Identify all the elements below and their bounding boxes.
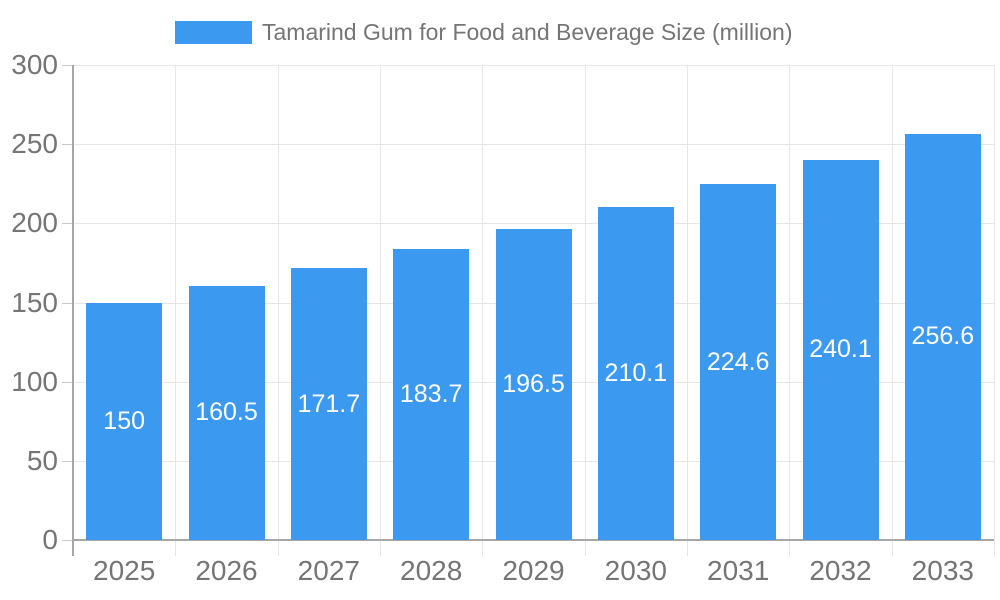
legend-label: Tamarind Gum for Food and Beverage Size … xyxy=(262,19,793,45)
y-axis-tick-label: 150 xyxy=(11,286,58,318)
bar-2026[interactable]: 160.5 xyxy=(188,285,265,540)
bar-value-label: 150 xyxy=(103,406,146,435)
bar-2030[interactable]: 210.1 xyxy=(597,207,674,540)
x-axis-tick xyxy=(994,540,995,556)
x-axis-tick xyxy=(687,540,688,556)
y-axis-tick xyxy=(62,223,73,225)
y-axis-tick-label: 100 xyxy=(11,365,58,397)
bar-2027[interactable]: 171.7 xyxy=(290,268,367,540)
y-axis-tick-label: 50 xyxy=(26,444,58,476)
bar-value-label: 183.7 xyxy=(399,380,463,409)
x-axis-tick-label: 2031 xyxy=(707,555,770,586)
bar-2025[interactable]: 150 xyxy=(86,302,163,540)
bar-value-label: 171.7 xyxy=(297,389,361,418)
bar-value-label: 160.5 xyxy=(195,398,258,427)
bar-2032[interactable]: 240.1 xyxy=(802,159,879,540)
y-axis-line xyxy=(72,65,74,556)
y-axis-tick xyxy=(62,460,73,462)
gridline-vertical xyxy=(175,65,177,540)
x-axis-tick-label: 2030 xyxy=(604,555,667,586)
x-axis-tick-label: 2027 xyxy=(297,555,360,586)
gridline-horizontal xyxy=(73,144,994,146)
x-axis-tick-label: 2025 xyxy=(93,555,156,586)
y-axis-tick xyxy=(62,144,73,146)
x-axis-tick xyxy=(175,540,177,556)
bar-value-label: 224.6 xyxy=(706,347,770,376)
x-axis-tick xyxy=(584,540,586,556)
y-axis-tick xyxy=(62,540,73,541)
gridline-vertical xyxy=(277,65,279,540)
bar-value-label: 240.1 xyxy=(809,335,872,364)
x-axis-tick-label: 2029 xyxy=(502,555,565,586)
legend-swatch[interactable] xyxy=(175,21,252,44)
bar-value-label: 196.5 xyxy=(502,369,565,398)
x-axis-tick xyxy=(482,540,484,556)
y-axis-tick-label: 300 xyxy=(11,49,58,80)
x-axis-tick xyxy=(380,540,381,556)
bar-2029[interactable]: 196.5 xyxy=(495,228,572,540)
gridline-vertical xyxy=(891,65,893,540)
bar-2033[interactable]: 256.6 xyxy=(904,133,981,540)
y-axis-tick-label: 0 xyxy=(42,524,58,555)
gridline-vertical xyxy=(789,65,791,540)
bar-value-label: 210.1 xyxy=(604,359,668,388)
y-axis-tick xyxy=(62,381,73,383)
y-axis-tick xyxy=(62,65,73,66)
y-axis-tick-label: 200 xyxy=(11,207,58,239)
legend: Tamarind Gum for Food and Beverage Size … xyxy=(175,18,793,47)
x-axis-baseline xyxy=(73,539,994,541)
x-axis-tick-label: 2033 xyxy=(911,555,974,586)
x-axis-tick xyxy=(277,540,279,556)
x-axis-tick xyxy=(891,540,893,556)
gridline-vertical xyxy=(482,65,484,540)
gridline-vertical xyxy=(994,65,995,540)
y-axis-tick xyxy=(62,302,73,304)
y-axis-tick-label: 250 xyxy=(11,128,58,160)
gridline-vertical xyxy=(380,65,381,540)
x-axis-tick-label: 2032 xyxy=(809,555,872,586)
gridline-vertical xyxy=(584,65,586,540)
x-axis-tick xyxy=(789,540,791,556)
x-axis-tick-label: 2026 xyxy=(195,555,258,586)
gridline-horizontal xyxy=(73,223,994,225)
gridline-horizontal xyxy=(73,65,994,66)
x-axis-tick-label: 2028 xyxy=(400,555,463,586)
gridline-vertical xyxy=(687,65,688,540)
bar-value-label: 256.6 xyxy=(911,322,975,351)
bar-2028[interactable]: 183.7 xyxy=(393,249,470,540)
bar-2031[interactable]: 224.6 xyxy=(700,184,777,540)
